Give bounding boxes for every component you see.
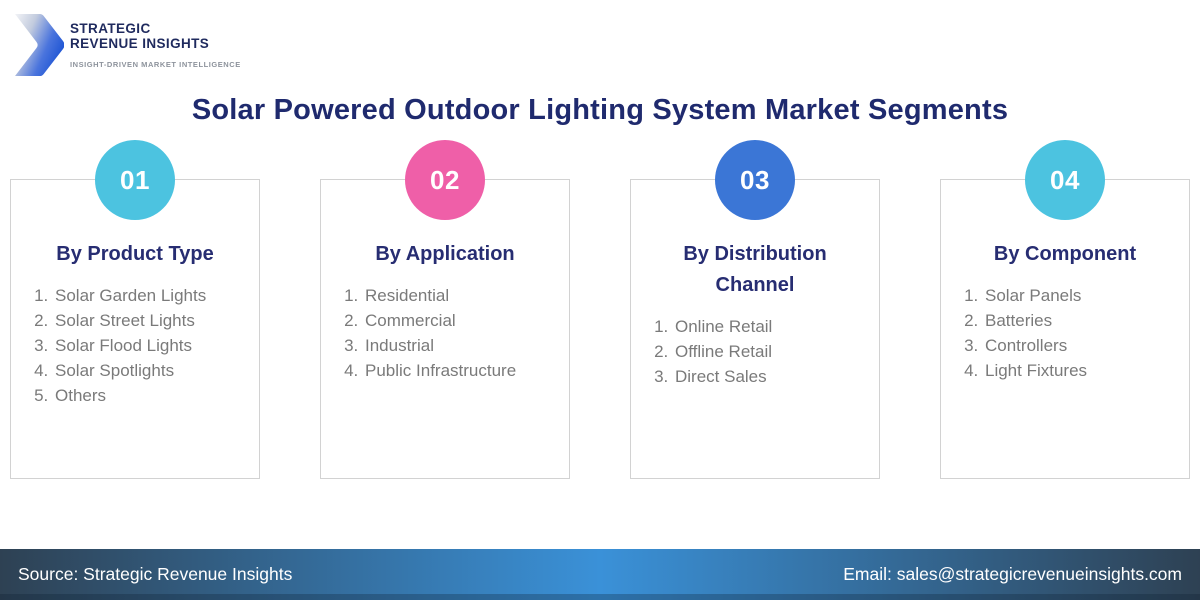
list-item: Controllers bbox=[983, 333, 1177, 358]
card-heading: By Component bbox=[993, 243, 1137, 265]
list-item: Online Retail bbox=[673, 314, 867, 339]
segment-cards: 01 By Product Type Solar Garden Lights S… bbox=[10, 140, 1190, 479]
list-item: Solar Spotlights bbox=[53, 358, 247, 383]
card-list: Solar Panels Batteries Controllers Light… bbox=[983, 283, 1177, 383]
list-item: Solar Street Lights bbox=[53, 308, 247, 333]
brand-tagline: INSIGHT-DRIVEN MARKET INTELLIGENCE bbox=[70, 60, 241, 69]
list-item: Offline Retail bbox=[673, 339, 867, 364]
badge-01: 01 bbox=[95, 140, 175, 220]
card-list: Solar Garden Lights Solar Street Lights … bbox=[53, 283, 247, 408]
list-item: Commercial bbox=[363, 308, 557, 333]
footer-email: Email: sales@strategicrevenueinsights.co… bbox=[843, 564, 1182, 584]
footer-source: Source: Strategic Revenue Insights bbox=[18, 564, 293, 584]
card-by-distribution-channel: 03 By Distribution Channel Online Retail… bbox=[630, 140, 880, 479]
badge-03: 03 bbox=[715, 140, 795, 220]
list-item: Direct Sales bbox=[673, 364, 867, 389]
badge-02: 02 bbox=[405, 140, 485, 220]
footer-bar: Source: Strategic Revenue Insights Email… bbox=[0, 549, 1200, 600]
chevron-arrow-icon bbox=[15, 14, 64, 76]
card-heading: By Product Type bbox=[56, 243, 214, 265]
list-item: Solar Garden Lights bbox=[53, 283, 247, 308]
brand-logo: STRATEGIC REVENUE INSIGHTS INSIGHT-DRIVE… bbox=[14, 14, 241, 76]
page-title: Solar Powered Outdoor Lighting System Ma… bbox=[191, 94, 1009, 126]
list-item: Batteries bbox=[983, 308, 1177, 333]
list-item: Others bbox=[53, 383, 247, 408]
list-item: Industrial bbox=[363, 333, 557, 358]
list-item: Solar Flood Lights bbox=[53, 333, 247, 358]
card-by-product-type: 01 By Product Type Solar Garden Lights S… bbox=[10, 140, 260, 479]
brand-name-line2: REVENUE INSIGHTS bbox=[70, 36, 210, 51]
card-heading: By Application bbox=[375, 243, 515, 265]
card-by-application: 02 By Application Residential Commercial… bbox=[320, 140, 570, 479]
list-item: Light Fixtures bbox=[983, 358, 1177, 383]
brand-text: STRATEGIC REVENUE INSIGHTS INSIGHT-DRIVE… bbox=[70, 14, 241, 69]
card-heading: By Distribution Channel bbox=[683, 243, 827, 296]
brand-name-line1: STRATEGIC bbox=[70, 21, 151, 36]
list-item: Public Infrastructure bbox=[363, 358, 557, 383]
card-list: Residential Commercial Industrial Public… bbox=[363, 283, 557, 383]
badge-04: 04 bbox=[1025, 140, 1105, 220]
list-item: Residential bbox=[363, 283, 557, 308]
list-item: Solar Panels bbox=[983, 283, 1177, 308]
card-by-component: 04 By Component Solar Panels Batteries C… bbox=[940, 140, 1190, 479]
card-list: Online Retail Offline Retail Direct Sale… bbox=[673, 314, 867, 389]
